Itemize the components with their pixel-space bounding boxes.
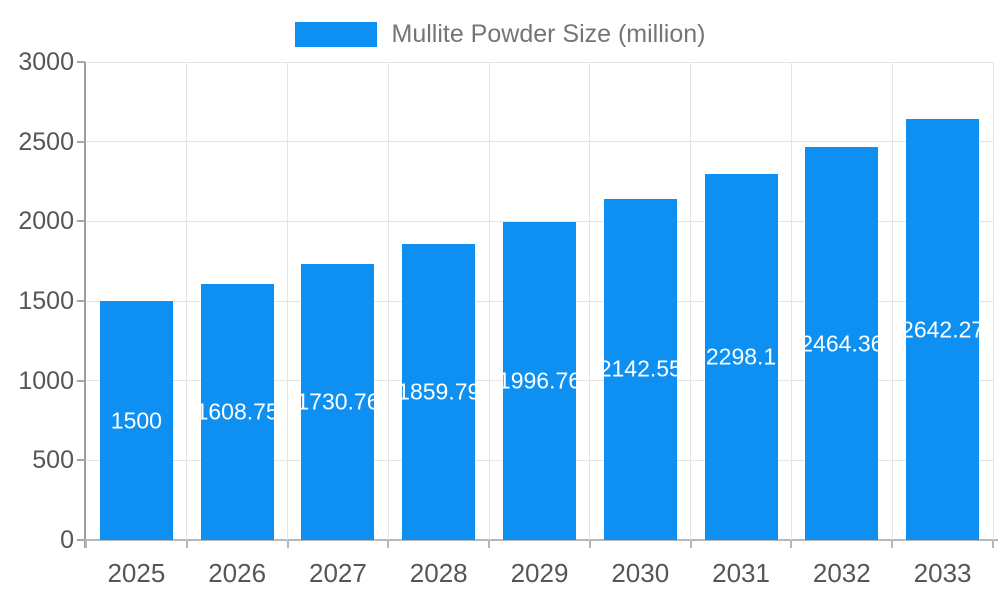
legend-swatch-icon (294, 22, 377, 47)
y-axis-tick-mark (77, 539, 85, 541)
x-axis-tick-mark (185, 540, 188, 548)
bar-value-label: 1859.79 (402, 378, 476, 405)
bar-value-label: 1996.76 (503, 367, 576, 394)
x-axis-tick-mark (689, 540, 692, 548)
bar-value-label: 1730.76 (301, 388, 375, 415)
x-axis-tick-label: 2026 (208, 558, 267, 588)
x-axis-tick-mark (588, 540, 591, 548)
bar-value-label: 1500 (110, 407, 162, 433)
legend-label: Mullite Powder Size (million) (391, 20, 706, 48)
x-axis-tick-mark (790, 540, 793, 548)
bar-2033[interactable]: 2642.27 (906, 119, 980, 540)
x-axis-tick-mark (992, 540, 994, 548)
x-axis-tick-mark (286, 540, 289, 548)
y-axis-tick-mark (77, 140, 85, 143)
gridline-vertical (589, 62, 591, 540)
x-axis-tick-mark (891, 540, 894, 548)
chart-legend: Mullite Powder Size (million) (0, 20, 1000, 49)
bar-2026[interactable]: 1608.75 (200, 283, 274, 540)
x-axis-tick-label: 2028 (409, 558, 468, 588)
bar-value-label: 2142.55 (603, 355, 677, 382)
gridline-vertical (186, 62, 188, 540)
y-axis-tick-mark (77, 220, 85, 223)
gridline-vertical (790, 62, 792, 540)
x-axis-tick-label: 2031 (712, 558, 770, 588)
bar-value-label: 1608.75 (200, 398, 274, 425)
bar-value-label: 2298.1 (705, 343, 777, 370)
y-axis-tick-mark (77, 300, 85, 302)
y-axis-tick-label: 0 (60, 526, 74, 554)
x-axis-line (77, 539, 998, 541)
x-axis-tick-label: 2030 (611, 558, 670, 588)
legend-item-mullite-powder-size[interactable]: Mullite Powder Size (million) (294, 20, 706, 49)
y-axis-tick-label: 3000 (18, 48, 74, 76)
bar-2029[interactable]: 1996.76 (503, 221, 576, 540)
bar-2032[interactable]: 2464.36 (805, 147, 879, 540)
bar-2030[interactable]: 2142.55 (603, 198, 677, 540)
y-axis-tick-mark (77, 61, 85, 63)
y-axis-tick-label: 500 (32, 446, 74, 475)
bar-value-label: 2464.36 (805, 330, 879, 357)
y-axis-tick-label: 1000 (18, 366, 74, 395)
plot-area: 1500 1608.75 1730.76 1859.79 1996.76 2142.55 2… (86, 61, 994, 540)
gridline-vertical (690, 62, 692, 540)
y-axis-tick-label: 2500 (18, 127, 74, 156)
bar-value-label: 2642.27 (906, 316, 980, 342)
gridline-vertical (387, 62, 389, 540)
gridline-vertical (992, 62, 994, 540)
y-axis-line (84, 62, 86, 548)
y-axis-tick-label: 2000 (18, 207, 74, 236)
x-axis-tick-mark (387, 540, 390, 548)
y-axis-tick-mark (77, 459, 85, 462)
x-axis-tick-label: 2032 (812, 558, 871, 588)
x-axis-tick-label: 2025 (107, 558, 166, 588)
bar-2028[interactable]: 1859.79 (402, 243, 476, 540)
y-axis-tick-label: 1500 (18, 287, 74, 315)
gridline-horizontal (86, 141, 993, 143)
gridline-vertical (488, 62, 490, 540)
y-axis-tick-mark (77, 379, 85, 382)
gridline-vertical (287, 62, 289, 540)
x-axis-tick-label: 2027 (309, 558, 367, 588)
bar-2031[interactable]: 2298.1 (704, 173, 778, 540)
bar-2027[interactable]: 1730.76 (301, 264, 375, 540)
x-axis-tick-mark (488, 540, 491, 548)
x-axis-tick-mark (85, 540, 87, 548)
gridline-horizontal (86, 220, 993, 222)
x-axis-tick-label: 2029 (510, 558, 569, 588)
x-axis-tick-label: 2033 (913, 558, 972, 588)
gridline-vertical (891, 62, 893, 540)
bar-2025[interactable]: 1500 (99, 301, 173, 540)
gridline-horizontal (86, 61, 993, 63)
